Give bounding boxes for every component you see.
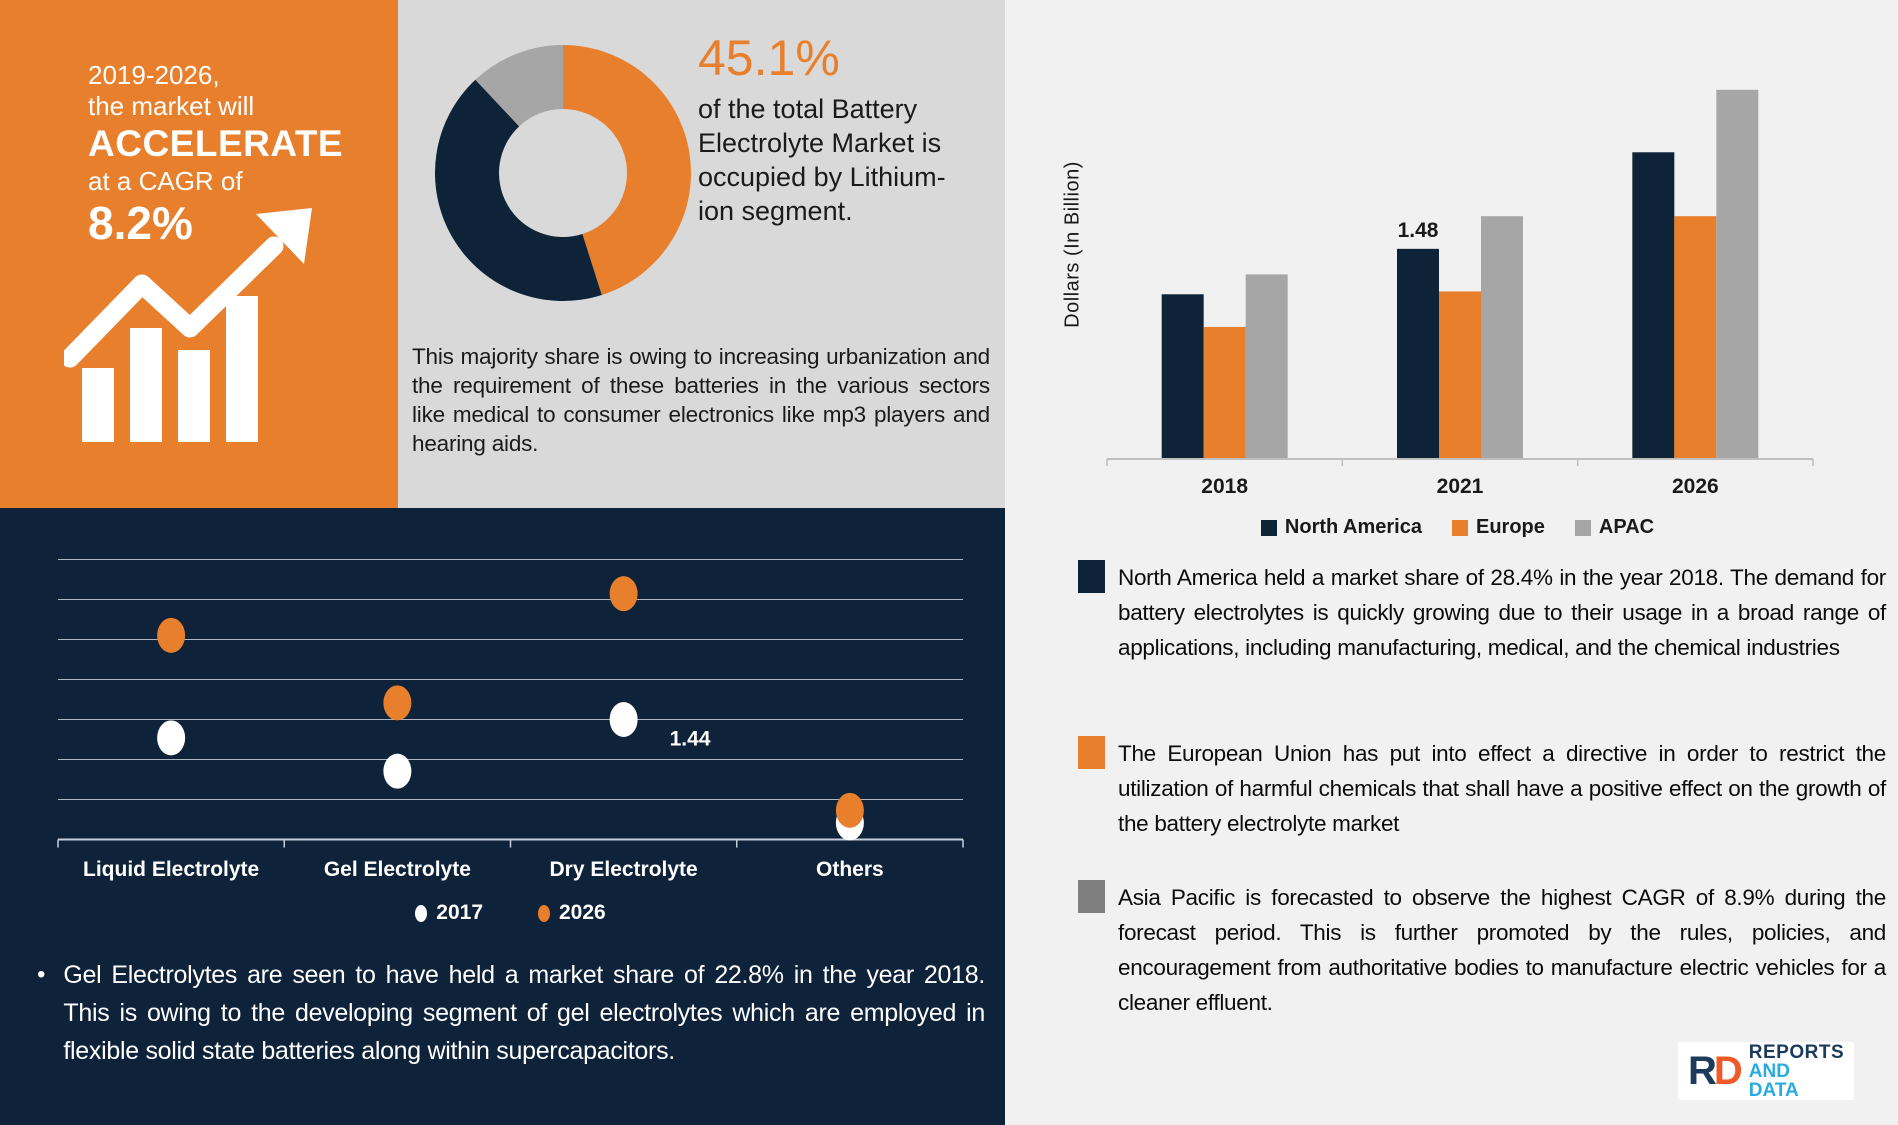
europe-bullet: The European Union has put into effect a… [1078,736,1886,841]
north-america-bullet: North America held a market share of 28.… [1078,560,1886,665]
legend-item-apac: APAC [1574,516,1655,539]
legend-item-2017: 2017 [415,901,483,925]
europe-bullet-text: The European Union has put into effect a… [1118,741,1886,836]
x-axis-label-2018: 2018 [1201,475,1248,498]
asia-pacific-bullet-marker [1078,880,1105,913]
electrolyte-dot-plot: Liquid Electrolyte Gel Electrolyte Dry Ele… [57,559,964,881]
bar-Europe-2021 [1439,291,1481,459]
bar-APAC-2021 [1481,216,1523,459]
legend-label-2026: 2026 [559,901,606,924]
legend-item-europe: Europe [1451,516,1545,539]
reports-and-data-logo: RD REPORTS AND DATA [1678,1042,1854,1100]
accelerate-text-block: 2019-2026, the market will ACCELERATE at… [88,60,343,249]
bar-North America-2026 [1632,152,1675,459]
legend-label-apac: APAC [1598,516,1655,538]
legend-item-north-america: North America [1260,516,1422,539]
donut-slice-unlabeled-gray-segment [475,45,563,127]
accelerate-line-accelerate: ACCELERATE [88,123,344,164]
gel-electrolyte-bullet: • Gel Electrolytes are seen to have held… [37,956,985,1070]
asia-pacific-bullet: Asia Pacific is forecasted to observe th… [1078,880,1886,1020]
logo-monogram-icon: RD [1688,1049,1743,1093]
europe-bullet-marker [1078,736,1105,769]
accelerate-panel: 2019-2026, the market will ACCELERATE at… [0,0,398,508]
logo-line-reports: REPORTS [1748,1041,1845,1063]
donut-slice-Lithium-ion [563,45,691,295]
lithium-paragraph: This majority share is owing to increasi… [412,344,990,456]
bullet-point-icon: • [37,961,46,988]
lithium-panel: 45.1% of the total Battery Electrolyte M… [398,0,1005,508]
bar-North America-2018 [1161,294,1204,459]
bar-APAC-2026 [1716,89,1759,460]
north-america-bullet-marker [1078,560,1105,593]
category-label-Liquid Electrolyte: Liquid Electrolyte [83,858,259,881]
lithium-donut-chart [435,45,691,301]
legend-swatch-europe-icon [1451,519,1468,536]
dot-plot-legend: 2017 2026 [58,901,963,925]
bar-APAC-2018 [1245,274,1288,459]
category-label-Dry Electrolyte: Dry Electrolyte [550,858,698,881]
bar-chart-y-axis-label: Dollars (In Billion) [1061,161,1084,328]
dot-2017-Gel Electrolyte [383,753,412,789]
bar-North America-2021 [1397,248,1439,459]
electrolyte-panel: Liquid Electrolyte Gel Electrolyte Dry Ele… [0,508,1005,1125]
region-bar-chart: 2018 2021 2026 1.48 [1106,89,1814,498]
region-section: Dollars (In Billion) 2018 2021 2026 1.48 No… [1005,0,1898,1125]
x-axis-label-2021: 2021 [1437,475,1484,498]
accelerate-cagr-value: 8.2% [88,197,193,249]
dot-2026-Others [835,792,864,828]
logo-wordmark: REPORTS AND DATA [1749,1043,1844,1100]
dot-2026-Gel Electrolyte [383,685,412,721]
legend-label-2017: 2017 [436,901,483,924]
bar-Europe-2018 [1203,326,1246,459]
growth-chart-icon [64,208,312,442]
legend-item-2026: 2026 [538,901,606,925]
dot-2026-Liquid Electrolyte [157,617,186,653]
x-axis-label-2026: 2026 [1672,475,1719,498]
dot-2017-Liquid Electrolyte [157,720,186,756]
bar-value-label: 1.48 [1398,219,1439,242]
legend-dot-2017-icon [415,904,428,922]
asia-pacific-bullet-text: Asia Pacific is forecasted to observe th… [1118,885,1886,1015]
north-america-bullet-text: North America held a market share of 28.… [1118,565,1886,660]
legend-swatch-apac-icon [1574,519,1591,536]
accelerate-line-market: the market will [88,91,255,121]
accelerate-line-years: 2019-2026, [88,60,220,90]
lithium-share-caption: of the total Battery Electrolyte Market … [698,94,946,226]
lithium-share-value: 45.1% [698,30,840,86]
legend-dot-2026-icon [538,904,550,922]
legend-label-europe: Europe [1475,516,1545,538]
dot-value-label: 1.44 [670,728,711,751]
donut-slice-unlabeled-navy-segment [435,79,602,301]
category-label-Gel Electrolyte: Gel Electrolyte [324,858,471,881]
category-label-Others: Others [816,858,884,881]
bar-Europe-2026 [1674,216,1717,459]
logo-line-and-data: AND DATA [1748,1060,1799,1101]
legend-label-north-america: North America [1284,516,1422,538]
accelerate-line-cagr: at a CAGR of [88,166,243,196]
legend-swatch-north-america-icon [1260,519,1277,536]
bar-chart-legend: North America Europe APAC [1107,516,1808,539]
dot-2026-Dry Electrolyte [609,576,638,612]
lithium-headline: 45.1% of the total Battery Electrolyte M… [698,30,946,228]
dot-2017-Dry Electrolyte [609,702,638,737]
gel-electrolyte-bullet-text: Gel Electrolytes are seen to have held a… [63,961,985,1065]
